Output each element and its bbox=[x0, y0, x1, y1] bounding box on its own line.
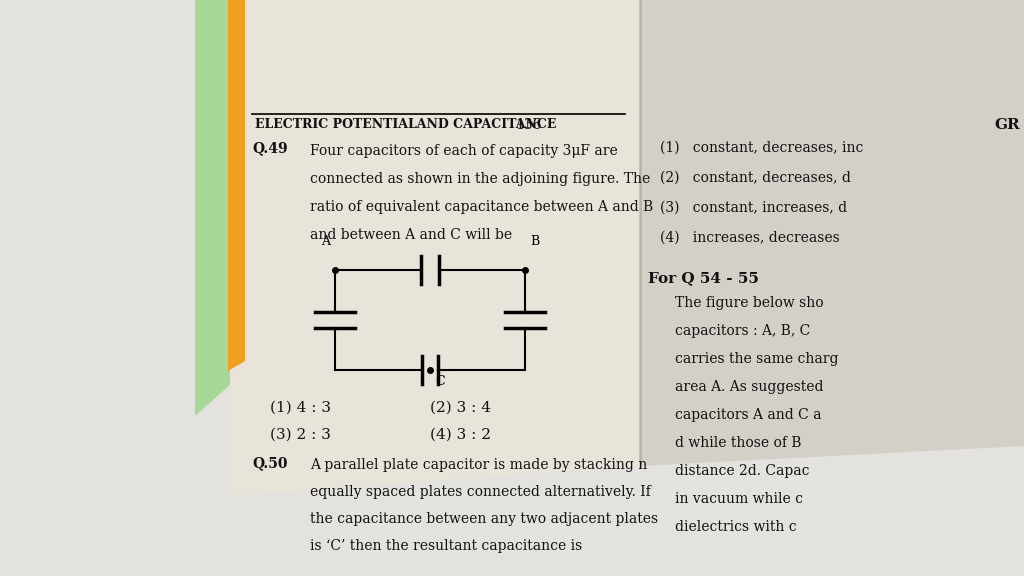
Text: 136: 136 bbox=[515, 118, 542, 132]
Text: capacitors : A, B, C: capacitors : A, B, C bbox=[675, 324, 815, 338]
Text: (4) 3 : 2: (4) 3 : 2 bbox=[430, 428, 490, 442]
Text: and between A and C will be: and between A and C will be bbox=[310, 228, 512, 242]
Text: area A. As suggested: area A. As suggested bbox=[675, 380, 827, 394]
Bar bbox=[700, 0, 1024, 176]
Text: ELECTRIC POTENTIALAND CAPACITANCE: ELECTRIC POTENTIALAND CAPACITANCE bbox=[255, 118, 556, 131]
Text: (3) 2 : 3: (3) 2 : 3 bbox=[270, 428, 331, 442]
Polygon shape bbox=[230, 0, 640, 496]
Text: (1)   constant, decreases, inc: (1) constant, decreases, inc bbox=[660, 141, 863, 155]
Text: connected as shown in the adjoining figure. The: connected as shown in the adjoining figu… bbox=[310, 172, 650, 186]
Text: The figure below sho: The figure below sho bbox=[675, 296, 823, 310]
Text: d while those of B: d while those of B bbox=[675, 436, 802, 450]
Polygon shape bbox=[228, 0, 245, 371]
Text: is ‘C’ then the resultant capacitance is: is ‘C’ then the resultant capacitance is bbox=[310, 539, 583, 553]
Text: (1) 4 : 3: (1) 4 : 3 bbox=[270, 401, 331, 415]
Text: A parallel plate capacitor is made by stacking n: A parallel plate capacitor is made by st… bbox=[310, 458, 647, 472]
Text: equally spaced plates connected alternatively. If: equally spaced plates connected alternat… bbox=[310, 485, 650, 499]
Polygon shape bbox=[195, 0, 240, 416]
Text: For Q 54 - 55: For Q 54 - 55 bbox=[648, 271, 759, 285]
Text: ratio of equivalent capacitance between A and B: ratio of equivalent capacitance between … bbox=[310, 200, 653, 214]
Text: Q.50: Q.50 bbox=[252, 456, 288, 470]
Text: Q.49: Q.49 bbox=[252, 141, 288, 155]
Text: Four capacitors of each of capacity 3μF are: Four capacitors of each of capacity 3μF … bbox=[310, 144, 617, 158]
Text: carries the same charg: carries the same charg bbox=[675, 352, 839, 366]
Text: (3)   constant, increases, d: (3) constant, increases, d bbox=[660, 201, 847, 215]
Text: C: C bbox=[435, 375, 444, 388]
Text: distance 2d. Capac: distance 2d. Capac bbox=[675, 464, 810, 478]
Text: (4)   increases, decreases: (4) increases, decreases bbox=[660, 231, 840, 245]
Text: B: B bbox=[530, 235, 540, 248]
Text: GR: GR bbox=[994, 118, 1020, 132]
Text: A: A bbox=[321, 235, 330, 248]
Text: dielectrics with c: dielectrics with c bbox=[675, 520, 797, 534]
Text: capacitors A and C a: capacitors A and C a bbox=[675, 408, 821, 422]
Text: (2)   constant, decreases, d: (2) constant, decreases, d bbox=[660, 171, 851, 185]
Text: the capacitance between any two adjacent plates: the capacitance between any two adjacent… bbox=[310, 512, 658, 526]
Text: in vacuum while c: in vacuum while c bbox=[675, 492, 803, 506]
Polygon shape bbox=[640, 0, 1024, 466]
Text: (2) 3 : 4: (2) 3 : 4 bbox=[430, 401, 490, 415]
